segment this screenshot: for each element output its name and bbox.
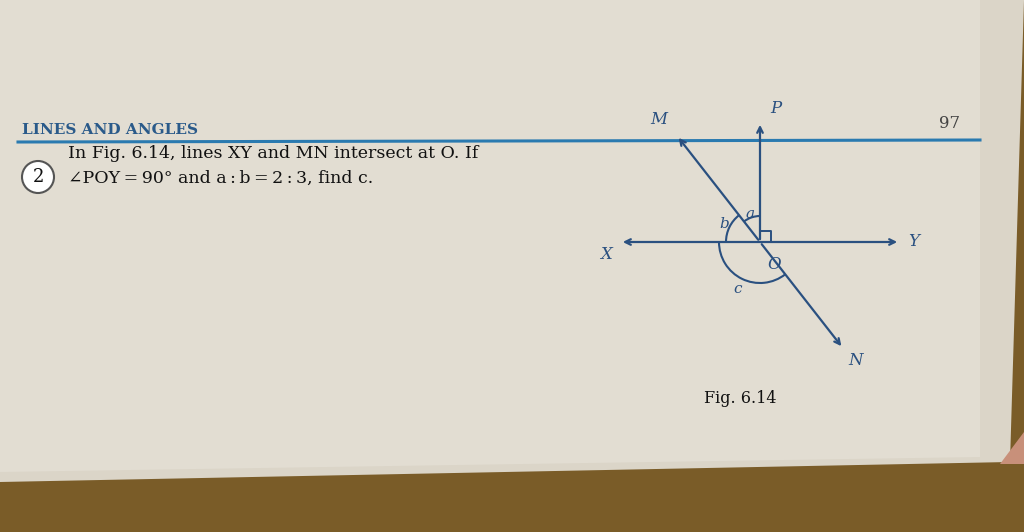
Text: N: N <box>848 352 862 369</box>
Text: Y: Y <box>908 234 920 251</box>
Text: b: b <box>719 218 729 231</box>
Text: In Fig. 6.14, lines XY and MN intersect at O. If: In Fig. 6.14, lines XY and MN intersect … <box>68 145 478 162</box>
Text: Fig. 6.14: Fig. 6.14 <box>703 390 776 407</box>
Text: c: c <box>733 282 741 296</box>
Polygon shape <box>0 0 980 472</box>
Text: 2: 2 <box>33 168 44 186</box>
Polygon shape <box>940 432 1024 464</box>
Text: LINES AND ANGLES: LINES AND ANGLES <box>22 123 198 137</box>
Text: M: M <box>650 111 667 128</box>
Text: P: P <box>770 100 781 117</box>
Text: ∠POY = 90° and a : b = 2 : 3, find c.: ∠POY = 90° and a : b = 2 : 3, find c. <box>68 170 374 187</box>
Text: a: a <box>745 206 755 221</box>
Polygon shape <box>0 0 1024 482</box>
Text: 97: 97 <box>939 115 961 132</box>
Text: X: X <box>600 246 612 263</box>
Circle shape <box>22 161 54 193</box>
Text: O: O <box>767 256 781 273</box>
